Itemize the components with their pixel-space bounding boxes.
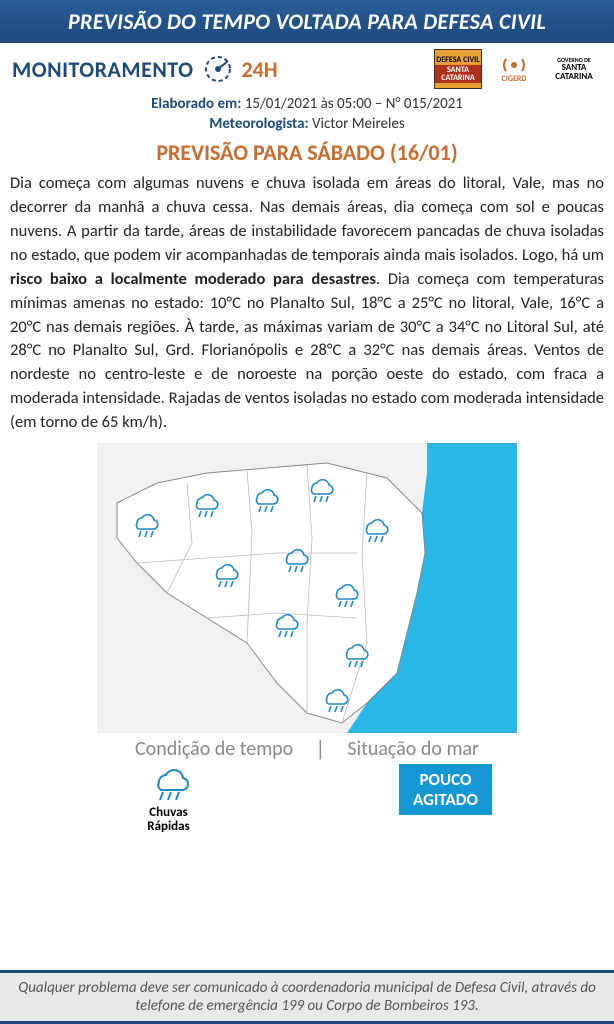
rain-caption-text: ChuvasRápidas — [147, 805, 190, 834]
rain-caption: ChuvasRápidas — [147, 806, 190, 835]
logo-defesa-civil: DEFESA CIVIL SANTA CATARINA — [434, 49, 482, 89]
footer-text: Qualquer problema deve ser comunicado à … — [18, 979, 596, 1015]
monitor-block: MONITORAMENTO 24H — [12, 51, 278, 87]
logo-row: MONITORAMENTO 24H DEFESA CIVIL SANTA CAT… — [0, 43, 614, 93]
logo-dc-sub: SANTA CATARINA — [435, 65, 481, 83]
monitor-hours: 24H — [242, 56, 278, 83]
monitor-label: MONITORAMENTO — [12, 56, 194, 83]
logo-santa-catarina: GOVERNO DE SANTA CATARINA — [546, 49, 602, 89]
header-title: PREVISÃO DO TEMPO VOLTADA PARA DEFESA CI… — [68, 8, 546, 35]
meta-meteorologista: Meteorologista: Victor Meireles — [0, 113, 614, 133]
sea-badge-text: POUCOAGITADO — [413, 769, 478, 810]
forecast-body: Dia começa com algumas nuvens e chuva is… — [0, 170, 614, 441]
forecast-title: PREVISÃO PARA SÁBADO (16/01) — [0, 133, 614, 170]
legend-weather-label: Condição de tempo — [135, 737, 293, 761]
radar-icon — [200, 51, 236, 87]
legend-separator: | — [315, 735, 325, 762]
meta-elaborado: Elaborado em: 15/01/2021 às 05:00 – N° 0… — [0, 93, 614, 113]
state-map — [97, 443, 517, 733]
legend-items-row: ChuvasRápidas POUCOAGITADO — [0, 762, 614, 841]
legend-header-row: Condição de tempo | Situação do mar — [0, 733, 614, 762]
broadcast-icon — [500, 55, 528, 75]
meta-met-label: Meteorologista: — [209, 115, 308, 133]
forecast-risk-phrase: risco baixo a localmente moderado para d… — [10, 269, 376, 289]
forecast-body-pre: Dia começa com algumas nuvens e chuva is… — [10, 173, 604, 265]
logo-sc-main2: CATARINA — [555, 72, 593, 81]
right-logos: DEFESA CIVIL SANTA CATARINA CIGERD GOVER… — [434, 49, 602, 89]
header-bar: PREVISÃO DO TEMPO VOLTADA PARA DEFESA CI… — [0, 0, 614, 43]
legend-weather-col: ChuvasRápidas — [30, 764, 307, 835]
meta-elab-label: Elaborado em: — [151, 95, 241, 113]
forecast-body-post: . Dia começa com temperaturas mínimas am… — [10, 269, 604, 433]
logo-cigerd: CIGERD — [490, 49, 538, 89]
logo-dc-text: DEFESA CIVIL — [436, 56, 479, 64]
logo-cigerd-text: CIGERD — [502, 75, 527, 83]
map-container — [0, 441, 614, 733]
sea-status-badge: POUCOAGITADO — [399, 764, 492, 815]
quick-rain-icon — [145, 764, 193, 804]
legend-sea-col: POUCOAGITADO — [307, 764, 584, 815]
meta-met-value: Victor Meireles — [312, 115, 405, 133]
legend-sea-label: Situação do mar — [347, 737, 479, 761]
meta-elab-value: 15/01/2021 às 05:00 – N° 015/2021 — [245, 95, 463, 113]
footer-bar: Qualquer problema deve ser comunicado à … — [0, 970, 614, 1024]
